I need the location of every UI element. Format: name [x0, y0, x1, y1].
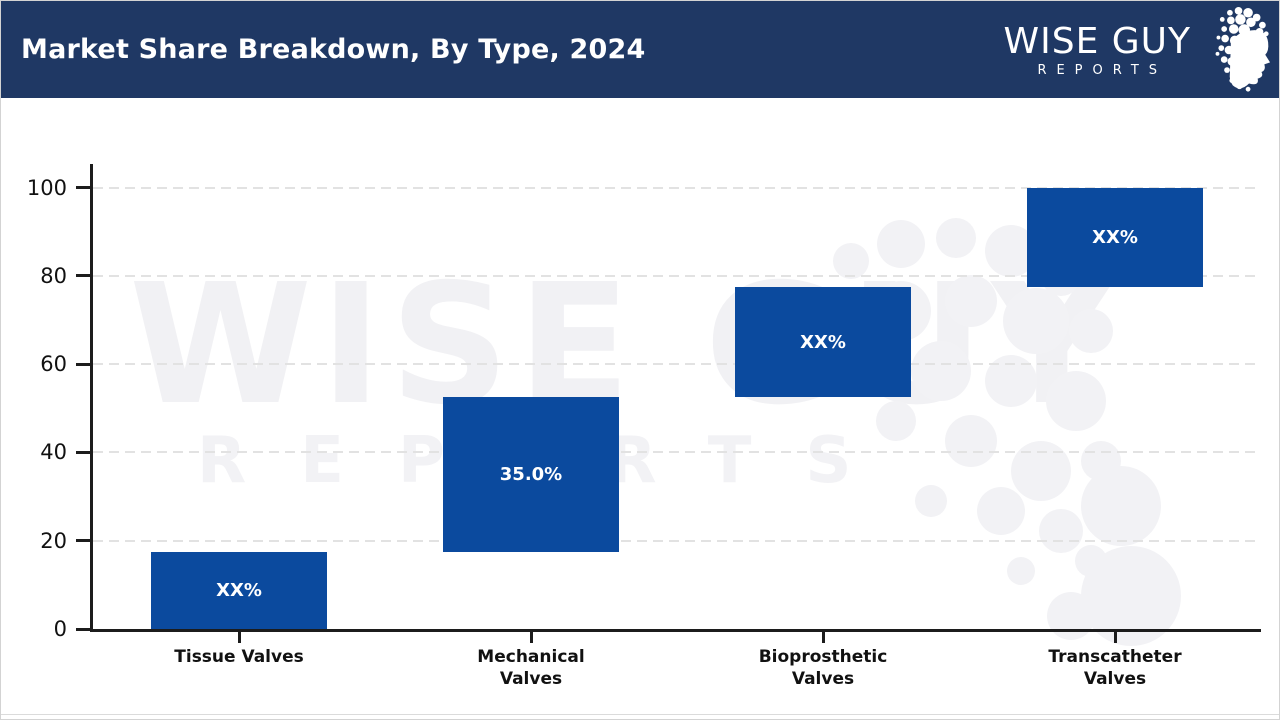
x-category-label: Mechanical Valves: [477, 647, 585, 690]
y-tick-label: 0: [53, 617, 67, 641]
bar-tissue-valves: XX%: [151, 551, 327, 629]
y-tick-label: 20: [40, 528, 67, 553]
x-tick-mark: [237, 632, 241, 643]
x-tick-mark: [529, 632, 533, 643]
y-gridline: [93, 363, 1261, 366]
bar-transcatheter-valves: XX%: [1027, 187, 1203, 287]
x-tick-mark: [1113, 632, 1117, 643]
x-category-label: Transcatheter Valves: [1048, 647, 1182, 690]
y-tick-label: 60: [40, 352, 67, 377]
bar-value-label: XX%: [216, 579, 262, 601]
y-tick-mark: [76, 627, 90, 631]
wiseguy-logo-text: WISE GUY REPORTS: [1003, 20, 1192, 78]
y-tick-label: 40: [40, 440, 67, 465]
y-gridline: [93, 539, 1261, 542]
page-title: Market Share Breakdown, By Type, 2024: [21, 34, 646, 65]
bar-bioprosthetic-valves: XX%: [735, 286, 911, 398]
y-tick-mark: [76, 450, 90, 454]
x-tick-mark: [821, 632, 825, 643]
bar-value-label: XX%: [800, 331, 846, 353]
y-gridline: [93, 451, 1261, 454]
bar-value-label: XX%: [1092, 226, 1138, 248]
y-tick-mark: [76, 186, 90, 189]
wiseguy-head-icon: [1215, 7, 1271, 92]
bar-value-label: 35.0%: [499, 463, 563, 485]
logo-brand-name: WISE GUY: [1003, 20, 1191, 62]
logo-brand-sub: REPORTS: [1037, 62, 1168, 78]
y-tick-mark: [76, 539, 90, 543]
footer-rule: [1, 714, 1279, 715]
y-tick-mark: [76, 362, 90, 366]
y-tick-mark: [76, 274, 90, 278]
y-tick-label: 100: [26, 175, 67, 200]
wiseguy-logo: WISE GUY REPORTS: [1004, 5, 1272, 95]
header-bar: Market Share Breakdown, By Type, 2024 WI…: [1, 1, 1279, 98]
x-category-label: Bioprosthetic Valves: [758, 647, 888, 690]
y-gridline: [93, 274, 1261, 277]
plot-area: 0 20 40 60 80 100 XX% Tissue Valves 35.0% Mechani…: [27, 164, 1261, 689]
bar-mechanical-valves: 35.0%: [443, 397, 619, 552]
y-tick-label: 80: [40, 263, 67, 288]
x-category-label: Tissue Valves: [174, 647, 304, 667]
y-gridline: [93, 186, 1261, 189]
